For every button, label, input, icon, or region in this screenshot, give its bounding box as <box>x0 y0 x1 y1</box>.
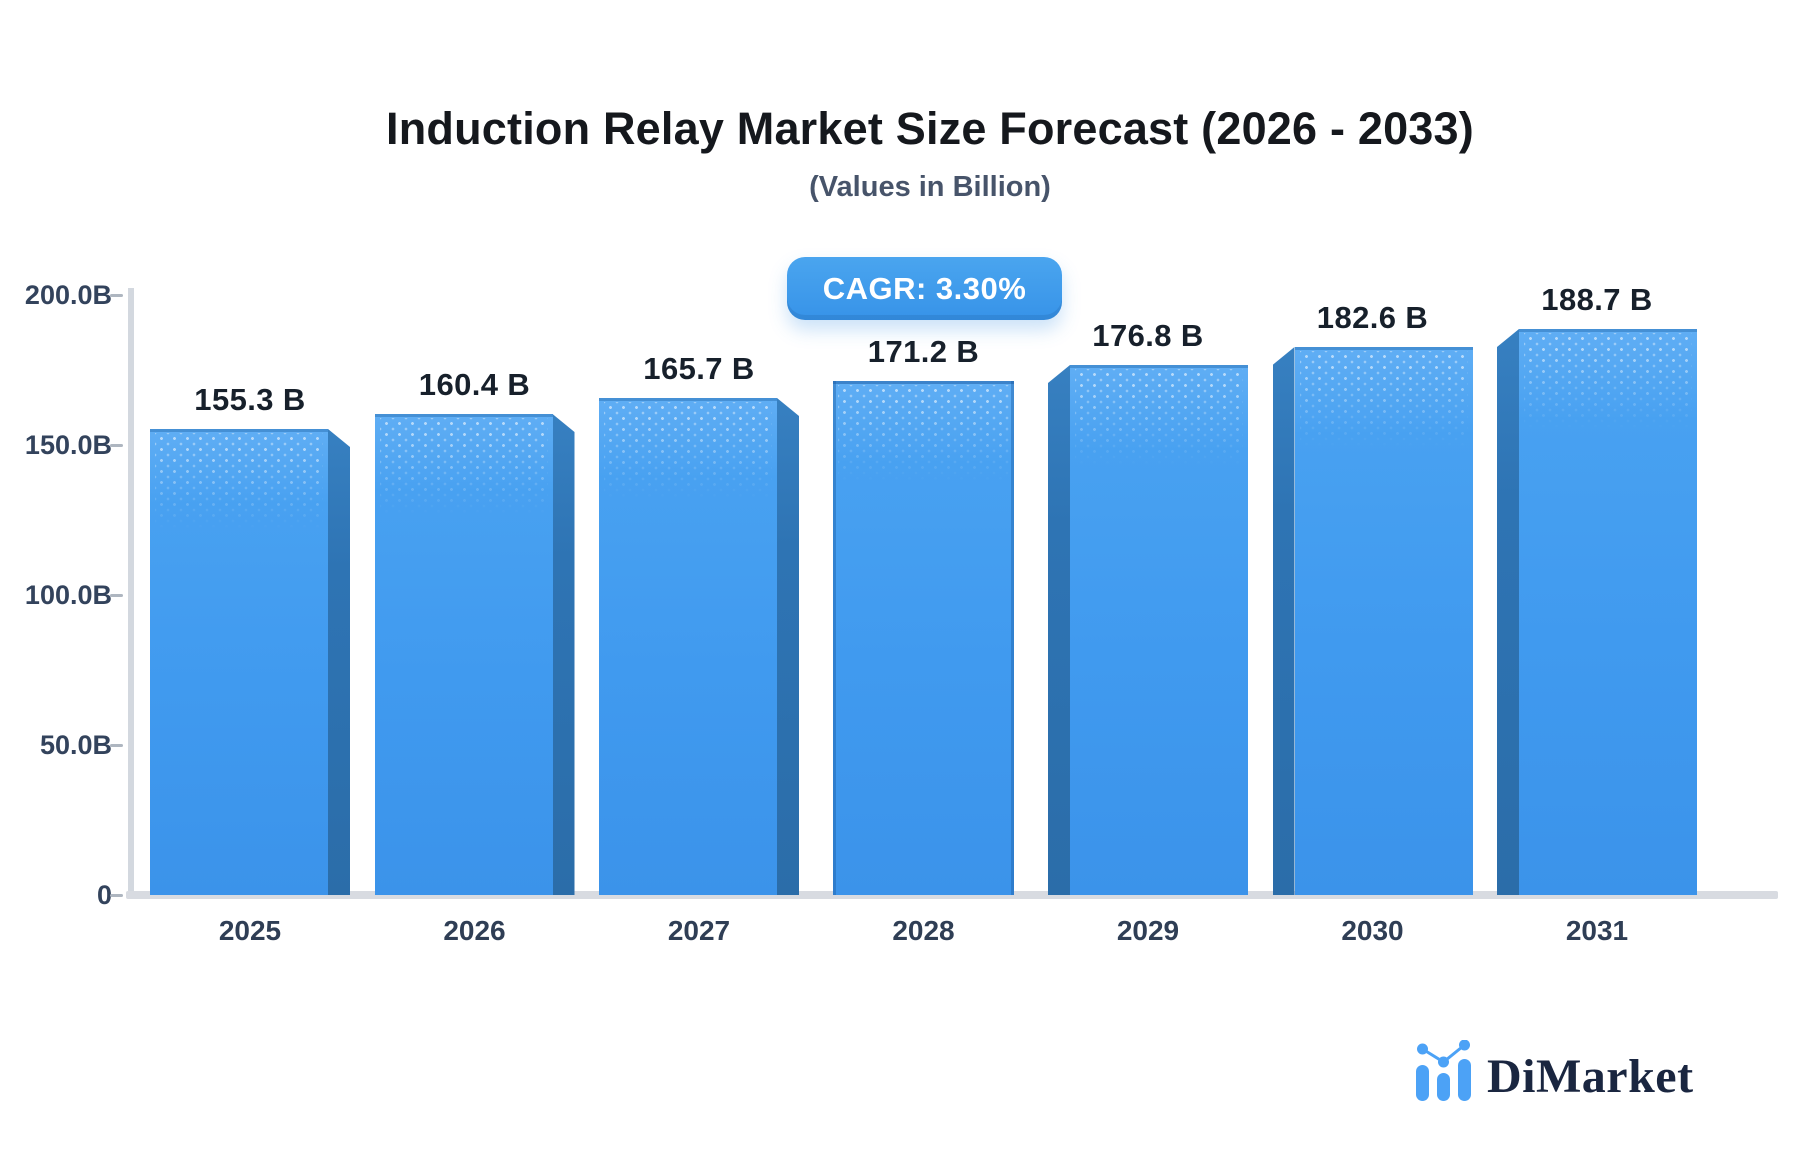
x-tick-label: 2030 <box>1341 915 1404 946</box>
cagr-badge: CAGR: 3.30% <box>787 257 1062 320</box>
bar-face <box>374 414 553 895</box>
x-tick-label: 2031 <box>1565 915 1629 946</box>
x-tick-label: 2025 <box>218 915 282 946</box>
y-tick-label: 100.0B <box>24 580 112 610</box>
bar-side-3d <box>1272 347 1295 895</box>
y-tick-dash <box>110 894 123 897</box>
bar-2028[interactable] <box>824 381 1024 895</box>
bar-2031[interactable] <box>1497 329 1697 895</box>
bar-face <box>1294 347 1473 895</box>
mini-bar-chart-icon <box>1416 1040 1471 1101</box>
y-tick-label: 150.0B <box>24 430 112 460</box>
bar-texture-dots <box>155 433 323 529</box>
bar-face <box>832 381 1014 895</box>
bar-value-label: 160.4 B <box>418 367 531 402</box>
bar-2027[interactable] <box>599 398 799 895</box>
bar-side-3d <box>328 429 350 895</box>
bar-side-3d <box>1497 329 1519 895</box>
x-tick-label: 2028 <box>892 915 955 946</box>
bar-side-3d <box>1048 365 1070 895</box>
y-tick-dash <box>110 744 123 747</box>
x-axis-line <box>126 891 1778 899</box>
y-axis-line <box>128 288 134 895</box>
logo-text: DiMarket <box>1487 1050 1694 1103</box>
bar-2026[interactable] <box>374 414 575 895</box>
y-tick-dash <box>110 294 123 297</box>
bar-texture-dots <box>1524 333 1692 429</box>
bar-face <box>599 398 777 895</box>
bar-face <box>1519 329 1697 895</box>
bar-face <box>1070 365 1248 895</box>
bar-value-label: 188.7 B <box>1541 282 1653 317</box>
bar-texture-dots <box>1075 369 1243 465</box>
chart-title: Induction Relay Market Size Forecast (20… <box>386 103 1474 154</box>
bar-texture-dots <box>1299 351 1468 447</box>
bar-side-3d <box>777 398 799 895</box>
y-tick-label: 200.0B <box>24 280 112 310</box>
bar-value-label: 171.2 B <box>867 334 980 369</box>
x-tick-label: 2029 <box>1116 915 1180 946</box>
brand-logo[interactable]: DiMarket <box>1412 1040 1694 1101</box>
bar-2029[interactable] <box>1048 365 1248 895</box>
y-tick-label: 0 <box>96 880 112 910</box>
bar-value-label: 165.7 B <box>643 351 755 386</box>
bar-face <box>150 429 328 895</box>
bar-texture-dots <box>379 418 548 514</box>
bar-value-label: 182.6 B <box>1316 300 1429 335</box>
bar-value-label: 155.3 B <box>194 382 306 417</box>
y-tick-dash <box>110 444 123 447</box>
bar-texture-dots <box>604 402 772 498</box>
bar-texture-dots <box>837 385 1009 481</box>
bar-value-label: 176.8 B <box>1092 318 1204 353</box>
x-tick-label: 2026 <box>443 915 506 946</box>
bar-2030[interactable] <box>1272 347 1473 895</box>
y-tick-dash <box>110 594 123 597</box>
bar-2025[interactable] <box>150 429 350 895</box>
chart-subtitle: (Values in Billion) <box>809 171 1051 203</box>
y-tick-label: 50.0B <box>39 730 112 760</box>
bar-side-3d <box>552 414 575 895</box>
x-tick-label: 2027 <box>667 915 731 946</box>
